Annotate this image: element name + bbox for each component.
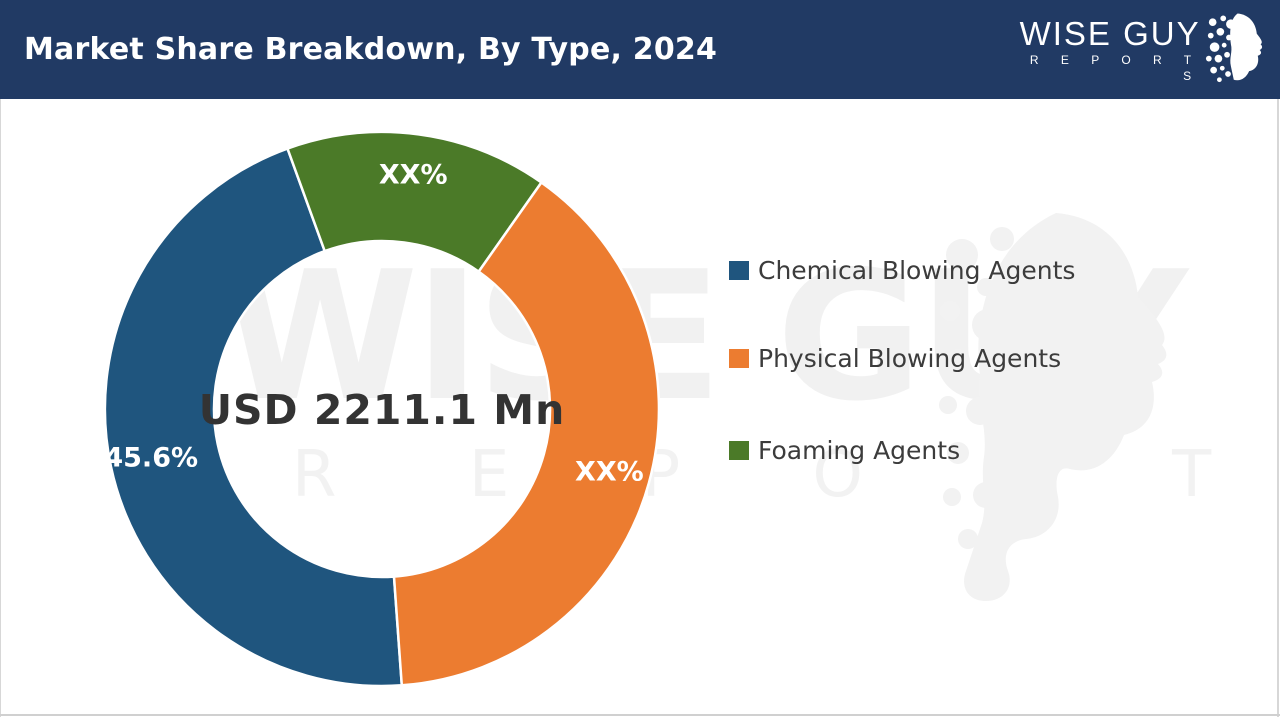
header-bar: Market Share Breakdown, By Type, 2024 WI… [0, 0, 1280, 99]
slice-percent-label: XX% [379, 160, 448, 191]
wise-guy-logo: WISE GUY R E P O R T S [1008, 8, 1266, 92]
logo-wordmark: WISE GUY [1019, 14, 1201, 52]
legend-label: Foaming Agents [758, 436, 961, 465]
legend-swatch [729, 349, 749, 368]
legend-item-physical-blowing-agents[interactable]: Physical Blowing Agents [729, 344, 1061, 373]
legend-item-foaming-agents[interactable]: Foaming Agents [729, 436, 960, 465]
frame-border-bottom [0, 714, 1280, 716]
logo-subtitle: R E P O R T S [1029, 52, 1201, 83]
donut-center-value: USD 2211.1 Mn [199, 386, 566, 434]
slice-percent-label: 45.6% [104, 443, 198, 474]
legend-swatch [729, 261, 749, 280]
legend-swatch [729, 441, 749, 460]
slice-percent-label: XX% [575, 457, 644, 488]
legend-label: Physical Blowing Agents [758, 344, 1062, 373]
watermark-face [939, 213, 1167, 601]
donut-slices [103, 130, 661, 688]
frame-border-left [0, 99, 1, 717]
page-title: Market Share Breakdown, By Type, 2024 [24, 32, 718, 67]
logo-face-icon [1205, 13, 1262, 83]
donut-chart: 45.6% XX% XX% USD 2211.1 Mn [103, 130, 661, 688]
frame-border-right [1277, 99, 1279, 717]
legend-item-chemical-blowing-agents[interactable]: Chemical Blowing Agents [729, 256, 1075, 285]
logo-text: WISE GUY R E P O R T S [1008, 14, 1201, 84]
donut-slice-foaming-agents[interactable] [286, 130, 543, 273]
legend-label: Chemical Blowing Agents [758, 256, 1076, 285]
donut-slice-physical-blowing-agents[interactable] [392, 181, 661, 687]
donut-slice-chemical-blowing-agents[interactable] [103, 147, 404, 688]
slice-percent-labels: 45.6% XX% XX% [104, 160, 643, 488]
